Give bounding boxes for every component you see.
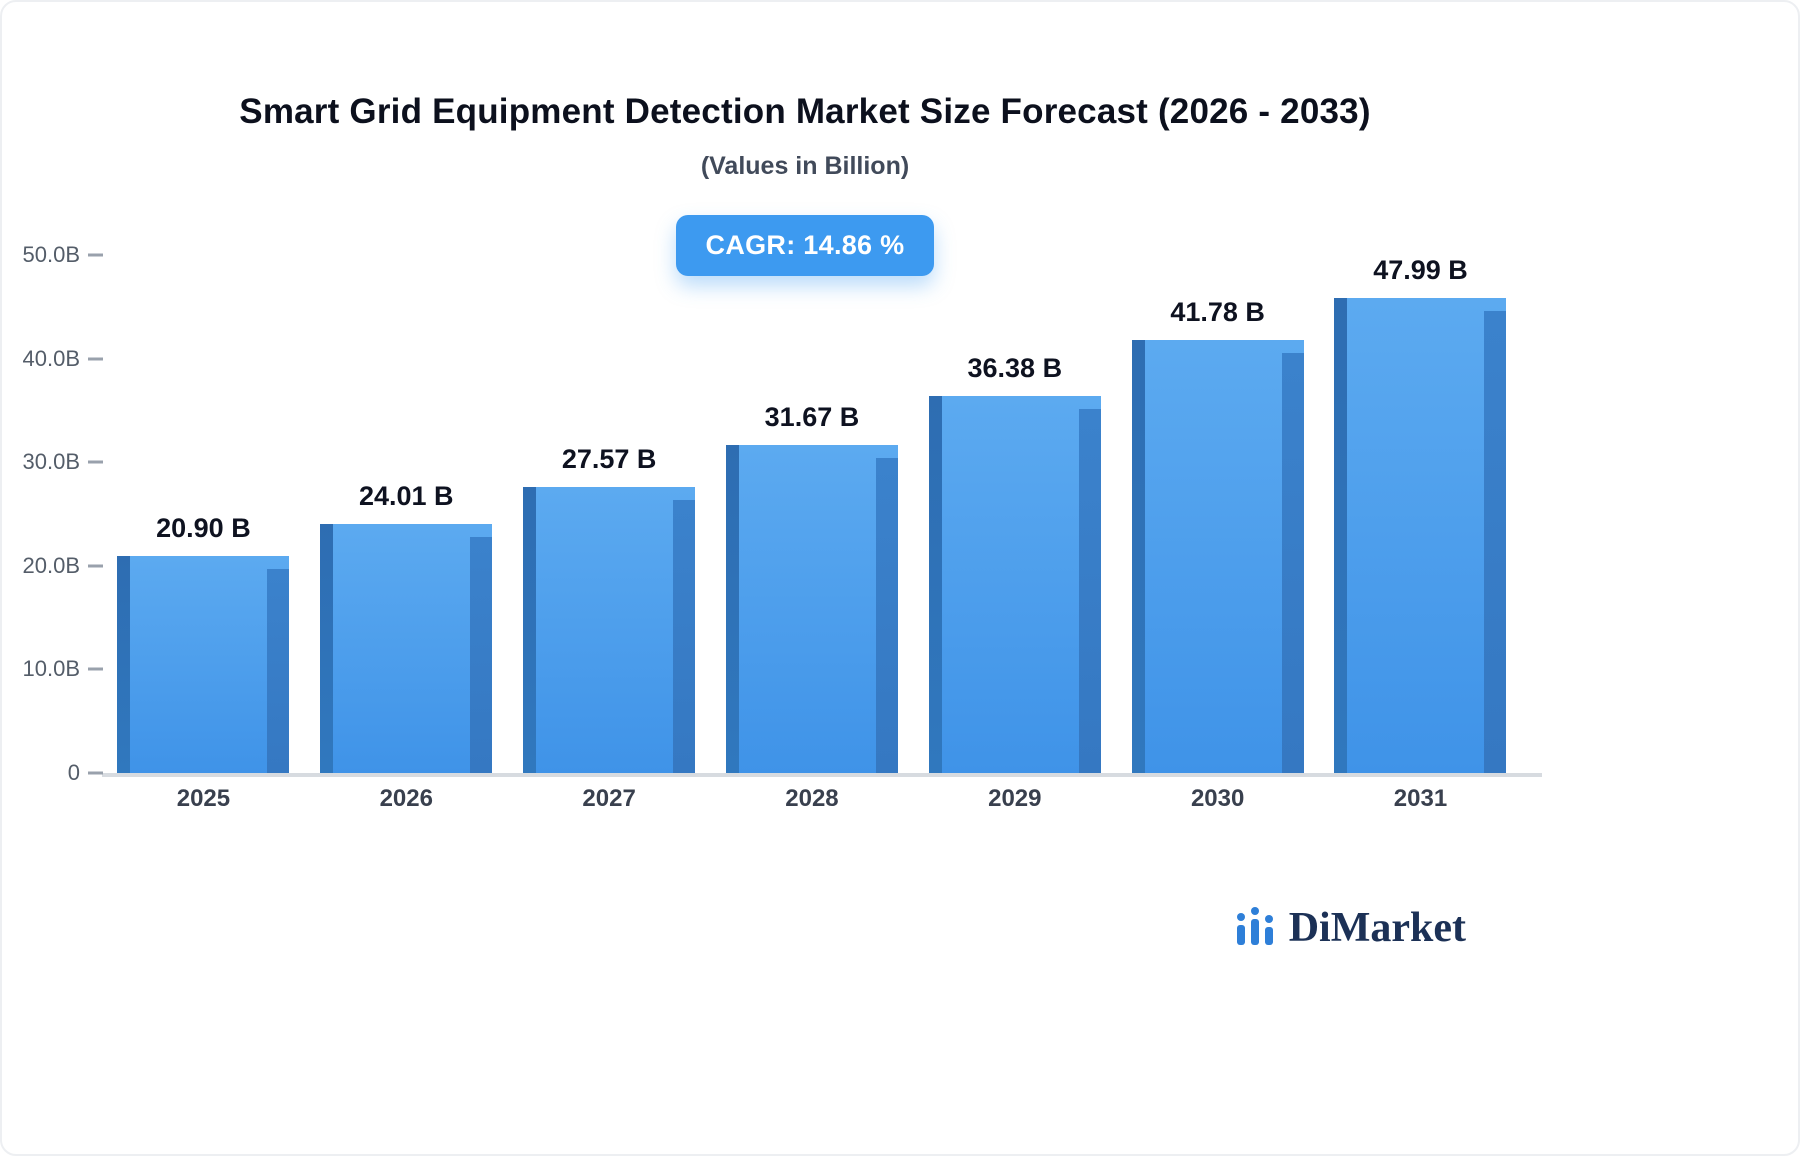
- y-tick-mark: [88, 253, 103, 257]
- chart-subtitle: (Values in Billion): [700, 152, 910, 180]
- x-tick-label: 2028: [785, 785, 839, 812]
- brand-logo: DiMarket: [1233, 903, 1466, 949]
- cagr-badge: CAGR: 14.86 %: [675, 215, 935, 276]
- y-axis: 0 10.0B 20.0B 30.0B 40.0B 50.0B: [2, 242, 81, 785]
- bar-value-label: 24.01 B: [358, 481, 454, 512]
- x-tick-label: 2025: [176, 785, 231, 812]
- brand-logo-text: DiMarket: [1288, 905, 1466, 951]
- y-tick-label: 50.0B: [22, 242, 81, 267]
- bar-value-label: 36.38 B: [967, 353, 1063, 384]
- bar-value-label: 20.90 B: [156, 513, 251, 544]
- bars-container: 20.90 B 24.01 B 27.57 B 31.67 B 36.38 B 41.78…: [102, 255, 1522, 774]
- y-tick-mark: [88, 667, 103, 671]
- bar: [523, 487, 696, 773]
- y-tick-label: 30.0B: [22, 449, 81, 475]
- bar-group: 47.99 B: [1334, 255, 1507, 773]
- bar-value-label: 31.67 B: [764, 401, 860, 432]
- bar-value-label: 47.99 B: [1373, 255, 1468, 285]
- x-tick-label: 2030: [1190, 785, 1245, 812]
- bar-value-label: 41.78 B: [1170, 297, 1265, 328]
- bar: [1334, 298, 1507, 773]
- bar-group: 20.90 B: [117, 255, 290, 773]
- x-tick-label: 2031: [1393, 785, 1448, 812]
- y-tick-mark: [88, 460, 103, 464]
- chart-title: Smart Grid Equipment Detection Market Si…: [239, 92, 1371, 131]
- y-tick-mark: [88, 357, 103, 361]
- x-tick-label: 2027: [582, 785, 636, 812]
- y-tick-mark: [88, 564, 103, 568]
- bar-group: 41.78 B: [1131, 255, 1304, 773]
- bar-group: 27.57 B: [523, 255, 696, 773]
- y-tick-label: 40.0B: [22, 345, 81, 371]
- chart-header: Smart Grid Equipment Detection Market Si…: [2, 2, 1798, 276]
- bar-value-label: 27.57 B: [561, 444, 657, 475]
- bar: [725, 444, 898, 774]
- y-tick-label: 10.0B: [22, 656, 81, 682]
- bar: [320, 524, 493, 773]
- bar-chart-dots-icon: [1236, 907, 1273, 945]
- bar: [928, 396, 1101, 773]
- y-tick-mark: [88, 771, 103, 775]
- x-axis-labels: 2025 2026 2027 2028 2029 2030 2031: [102, 785, 1522, 813]
- y-tick-label: 20.0B: [22, 552, 81, 578]
- bar: [1131, 340, 1304, 773]
- y-tick-label: 0: [67, 760, 80, 785]
- x-tick-label: 2026: [379, 785, 433, 812]
- bar: [117, 556, 290, 773]
- bar-group: 24.01 B: [320, 255, 493, 773]
- bar-group: 36.38 B: [928, 255, 1101, 773]
- x-tick-label: 2029: [988, 785, 1042, 812]
- plot-area: 20.90 B 24.01 B 27.57 B 31.67 B 36.38 B 41.78…: [88, 253, 1542, 777]
- bar-group: 31.67 B: [725, 255, 898, 774]
